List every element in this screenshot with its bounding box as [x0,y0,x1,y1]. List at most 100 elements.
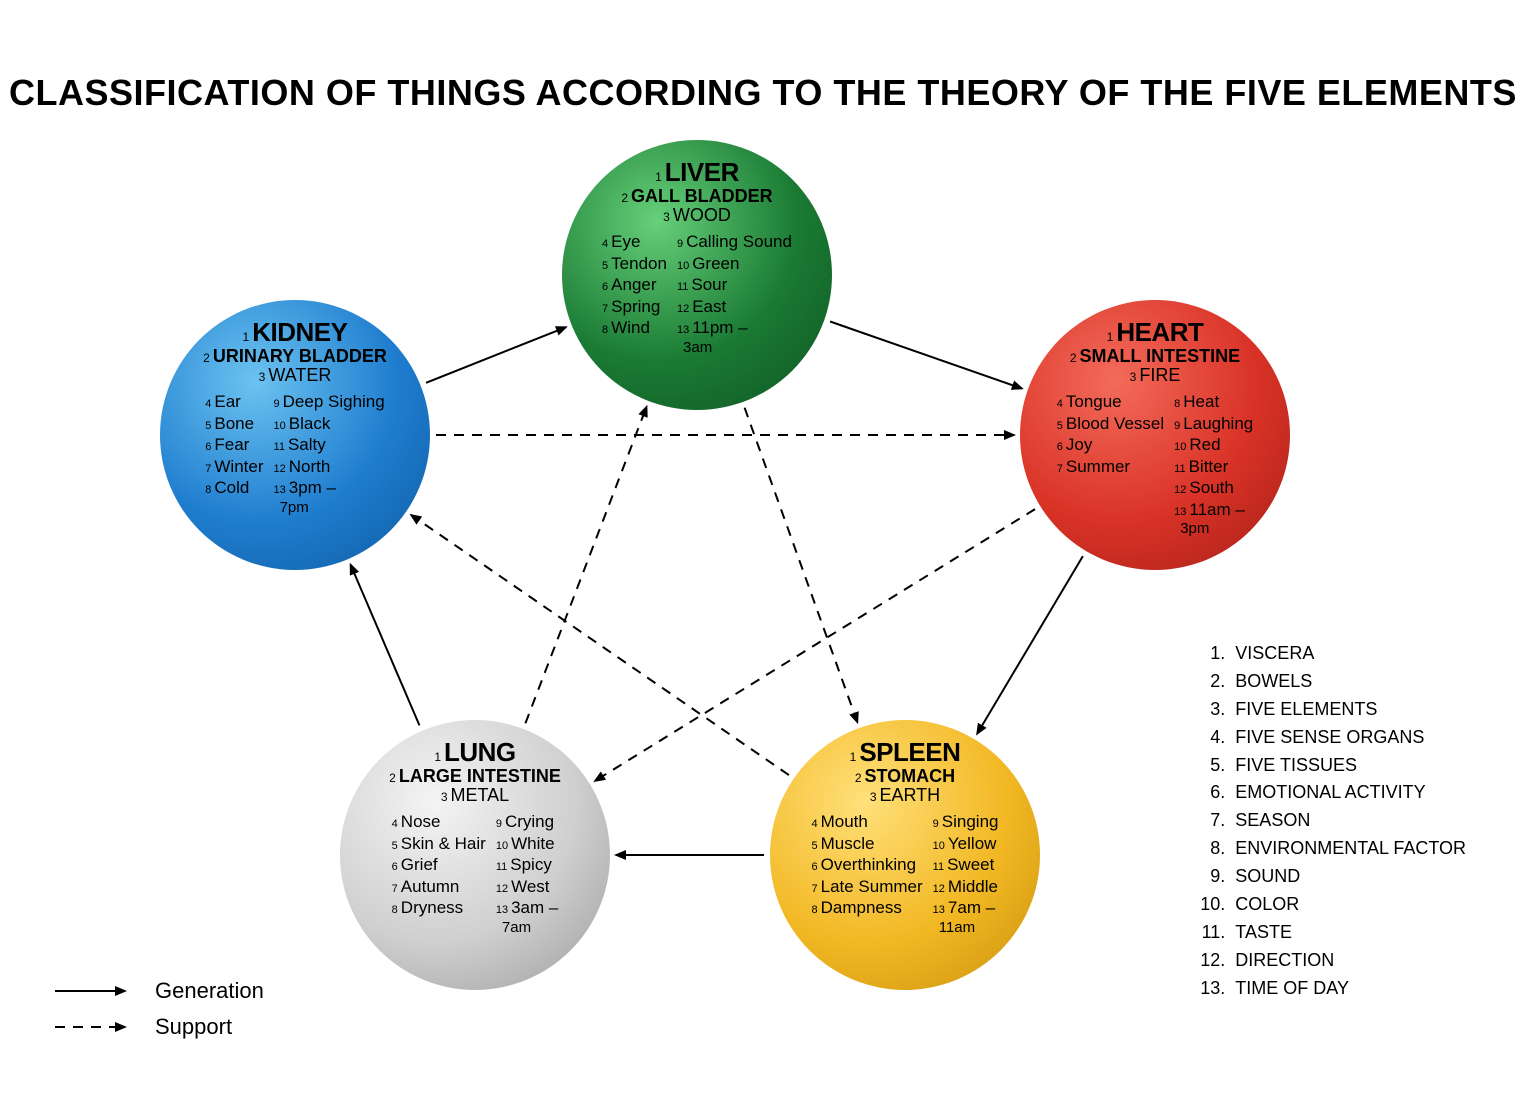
attr-text: Bone [214,414,254,434]
element-content: 1 LUNG 2 LARGE INTESTINE 3 METAL 4 Nose … [340,720,610,990]
legend-item: 10. COLOR [1199,891,1466,919]
attr-item: 5 Muscle [811,834,874,854]
attr-number: 4 [205,398,211,411]
legend-text: FIVE TISSUES [1235,752,1357,780]
legend-item: 5. FIVE TISSUES [1199,752,1466,780]
attr-number: 10 [274,420,286,433]
legend-text: EMOTIONAL ACTIVITY [1235,779,1425,807]
five-element: WOOD [673,206,731,226]
legend-item: 2. BOWELS [1199,668,1466,696]
attr-text: Spicy [510,855,552,875]
attr-text: Crying [505,812,554,832]
attr-item-line2: 11am [933,920,975,937]
attr-text: Summer [1066,457,1130,477]
attr-text: Tendon [611,254,667,274]
attr-item: 13 11am – [1174,500,1245,520]
element-content: 1 SPLEEN 2 STOMACH 3 EARTH 4 Mouth 5 Mus… [770,720,1040,990]
attr-text-2: 7am [502,920,531,937]
attr-item: 7 Summer [1057,457,1130,477]
legend-support: Support [55,1014,264,1040]
attr-text: Green [692,254,739,274]
attr-item: 4 Ear [205,392,241,412]
attr-text-2: 3am [683,340,712,357]
attr-item: 6 Overthinking [811,855,916,875]
attr-col-left: 4 Nose 5 Skin & Hair 6 Grief 7 Autumn 8 … [392,812,486,936]
attr-col-right: 9 Calling Sound 10 Green 11 Sour 12 East… [677,232,792,356]
attr-number: 7 [205,463,211,476]
attr-item: 10 Green [677,254,740,274]
attr-item: 12 West [496,877,550,897]
attr-text: Sour [691,275,727,295]
attr-text: Black [289,414,331,434]
attr-number: 7 [1057,463,1063,476]
attr-text: Calling Sound [686,232,792,252]
attr-text: Autumn [401,877,460,897]
attr-number: 8 [811,904,817,917]
legend-item: 4. FIVE SENSE ORGANS [1199,724,1466,752]
bowels: GALL BLADDER [631,187,773,207]
element-content: 1 KIDNEY 2 URINARY BLADDER 3 WATER 4 Ear… [160,300,430,570]
attr-item: 4 Eye [602,232,640,252]
attr-item: 8 Wind [602,318,650,338]
attr-number: 12 [496,883,508,896]
attr-item: 12 Middle [933,877,998,897]
attr-item: 5 Skin & Hair [392,834,486,854]
attr-item: 6 Joy [1057,435,1093,455]
attr-number: 10 [1174,441,1186,454]
attr-number: 6 [1057,441,1063,454]
attr-item: 13 11pm – [677,318,748,338]
attr-text: Eye [611,232,640,252]
five-element: EARTH [880,786,941,806]
attr-text: 3am – [511,898,558,918]
legend-number: 3. [1199,696,1225,724]
attr-text: Dryness [401,898,463,918]
attr-number: 7 [811,883,817,896]
attr-item: 7 Winter [205,457,263,477]
legend-number: 1. [1199,640,1225,668]
attr-number: 8 [392,904,398,917]
attr-text: Deep Sighing [283,392,385,412]
arrow-legend: Generation Support [55,968,264,1040]
attr-number: 4 [392,818,398,831]
legend-number: 2. [1199,668,1225,696]
element-content: 1 HEART 2 SMALL INTESTINE 3 FIRE 4 Tongu… [1020,300,1290,570]
legend-number: 12. [1199,947,1225,975]
attr-item: 12 North [274,457,331,477]
attr-col-right: 8 Heat 9 Laughing 10 Red 11 Bitter 12 So… [1174,392,1253,538]
attr-item: 13 3pm – [274,478,337,498]
attr-number: 12 [933,883,945,896]
legend-text: ENVIRONMENTAL FACTOR [1235,835,1466,863]
diagram-canvas: CLASSIFICATION OF THINGS ACCORDING TO TH… [0,0,1526,1110]
legend-text: BOWELS [1235,668,1312,696]
legend-item: 3. FIVE ELEMENTS [1199,696,1466,724]
element-spleen: 1 SPLEEN 2 STOMACH 3 EARTH 4 Mouth 5 Mus… [770,720,1040,990]
attr-text: Laughing [1183,414,1253,434]
attr-text: Fear [214,435,249,455]
viscera: SPLEEN [859,738,960,767]
attr-number: 5 [602,260,608,273]
attr-number: 11 [933,861,944,874]
attr-number: 12 [677,303,689,316]
legend-number: 7. [1199,807,1225,835]
legend-item: 9. SOUND [1199,863,1466,891]
element-header: 1 HEART 2 SMALL INTESTINE 3 FIRE [1020,318,1290,386]
attr-item-line2: 7pm [274,500,309,517]
attr-item: 10 White [496,834,555,854]
attr-item: 12 South [1174,478,1234,498]
legend-item: 1. VISCERA [1199,640,1466,668]
legend-text: TASTE [1235,919,1292,947]
element-header: 1 LUNG 2 LARGE INTESTINE 3 METAL [340,738,610,806]
legend-number: 11. [1199,919,1225,947]
category-legend: 1. VISCERA2. BOWELS3. FIVE ELEMENTS4. FI… [1199,640,1466,1003]
attr-number: 13 [1174,506,1186,519]
attr-columns: 4 Eye 5 Tendon 6 Anger 7 Spring 8 Wind 9… [562,232,832,356]
element-heart: 1 HEART 2 SMALL INTESTINE 3 FIRE 4 Tongu… [1020,300,1290,570]
attr-number: 13 [274,484,286,497]
attr-text: Overthinking [821,855,916,875]
attr-item: 9 Crying [496,812,554,832]
attr-columns: 4 Nose 5 Skin & Hair 6 Grief 7 Autumn 8 … [340,812,610,936]
attr-number: 8 [602,324,608,337]
attr-text: Nose [401,812,441,832]
legend-generation: Generation [55,978,264,1004]
attr-number: 5 [1057,420,1063,433]
